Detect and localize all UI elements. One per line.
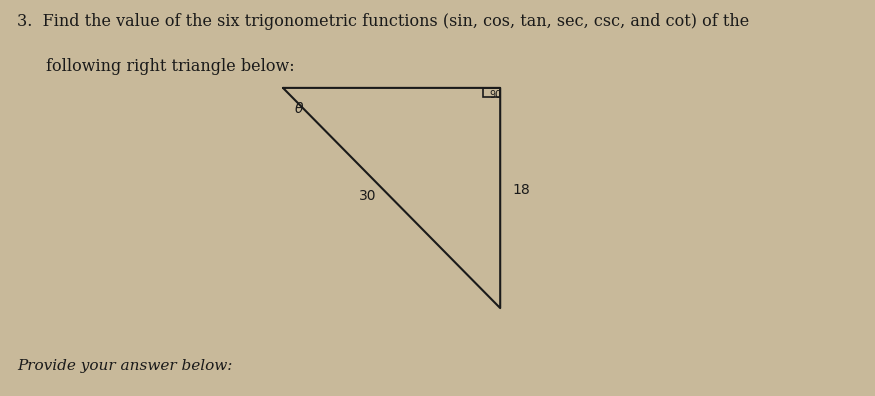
Text: 3.  Find the value of the six trigonometric functions (sin, cos, tan, sec, csc, : 3. Find the value of the six trigonometr… [18, 13, 750, 30]
Text: Provide your answer below:: Provide your answer below: [18, 359, 233, 373]
Bar [482, 88, 500, 97]
Text: θ: θ [295, 102, 304, 116]
Text: 18: 18 [512, 183, 530, 197]
Text: following right triangle below:: following right triangle below: [46, 58, 294, 75]
Text: 90: 90 [489, 90, 501, 100]
Text: 30: 30 [359, 189, 376, 203]
